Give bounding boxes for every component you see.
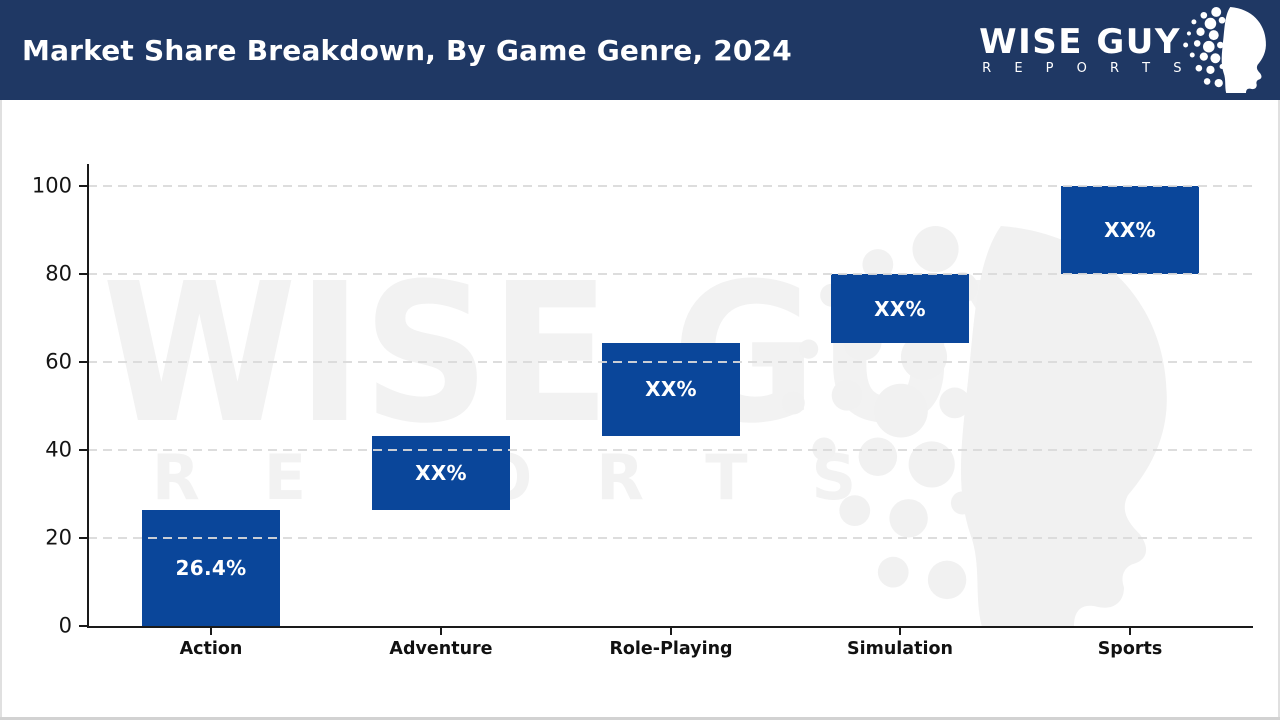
page-title: Market Share Breakdown, By Game Genre, 2… (22, 33, 792, 67)
page-border-right (1278, 100, 1280, 720)
gridline-80 (88, 273, 1252, 275)
y-tick-mark-100 (79, 185, 87, 187)
x-tick-label-sports: Sports (1097, 639, 1163, 659)
bar-label-role-playing: XX% (645, 377, 697, 402)
bar-label-sports: XX% (1104, 218, 1156, 242)
page-border-bottom (0, 717, 1280, 720)
x-tick-mark-sports (1129, 628, 1131, 635)
gridline-20 (88, 537, 1252, 539)
y-tick-label-20: 20 (45, 525, 72, 550)
y-tick-mark-40 (79, 449, 87, 451)
y-tick-mark-20 (79, 537, 87, 539)
x-tick-mark-simulation (899, 628, 901, 635)
x-tick-mark-adventure (440, 628, 442, 635)
x-tick-label-action: Action (179, 639, 243, 659)
bar-adventure: XX% (372, 435, 510, 510)
bar-role-playing: XX% (602, 343, 740, 436)
wiseguy-face-icon (1183, 7, 1266, 93)
logo-text: WISE GUY R E P O R T S (979, 25, 1191, 75)
x-tick-label-simulation: Simulation (847, 639, 953, 659)
bar-label-action: 26.4% (175, 555, 247, 580)
x-tick-mark-action (210, 628, 212, 635)
y-tick-mark-80 (79, 273, 87, 275)
gridline-60 (88, 361, 1252, 363)
y-tick-label-40: 40 (45, 437, 72, 462)
page-border-left (0, 100, 2, 720)
gridline-40 (88, 449, 1252, 451)
wiseguy-logo: WISE GUY R E P O R T S (979, 0, 1270, 100)
bar-sports: XX% (1061, 186, 1199, 274)
x-tick-mark-role-playing (670, 628, 672, 635)
y-tick-label-0: 0 (58, 613, 72, 638)
header: Market Share Breakdown, By Game Genre, 2… (0, 0, 1280, 100)
y-tick-label-80: 80 (45, 261, 72, 286)
logo-wordmark: WISE GUY (979, 22, 1181, 62)
y-tick-label-60: 60 (45, 349, 72, 374)
x-tick-label-role-playing: Role-Playing (609, 639, 733, 659)
bar-simulation: XX% (831, 274, 969, 344)
gridline-100 (88, 185, 1252, 187)
x-tick-label-adventure: Adventure (389, 639, 493, 659)
bar-label-adventure: XX% (415, 460, 467, 485)
y-axis-line (87, 164, 89, 628)
bar-label-simulation: XX% (874, 296, 926, 321)
y-tick-label-100: 100 (31, 173, 72, 198)
x-axis-line (87, 626, 1253, 628)
logo-subtitle: R E P O R T S (982, 61, 1191, 76)
y-tick-mark-60 (79, 361, 87, 363)
y-tick-mark-0 (79, 625, 87, 627)
bar-action: 26.4% (142, 509, 280, 626)
